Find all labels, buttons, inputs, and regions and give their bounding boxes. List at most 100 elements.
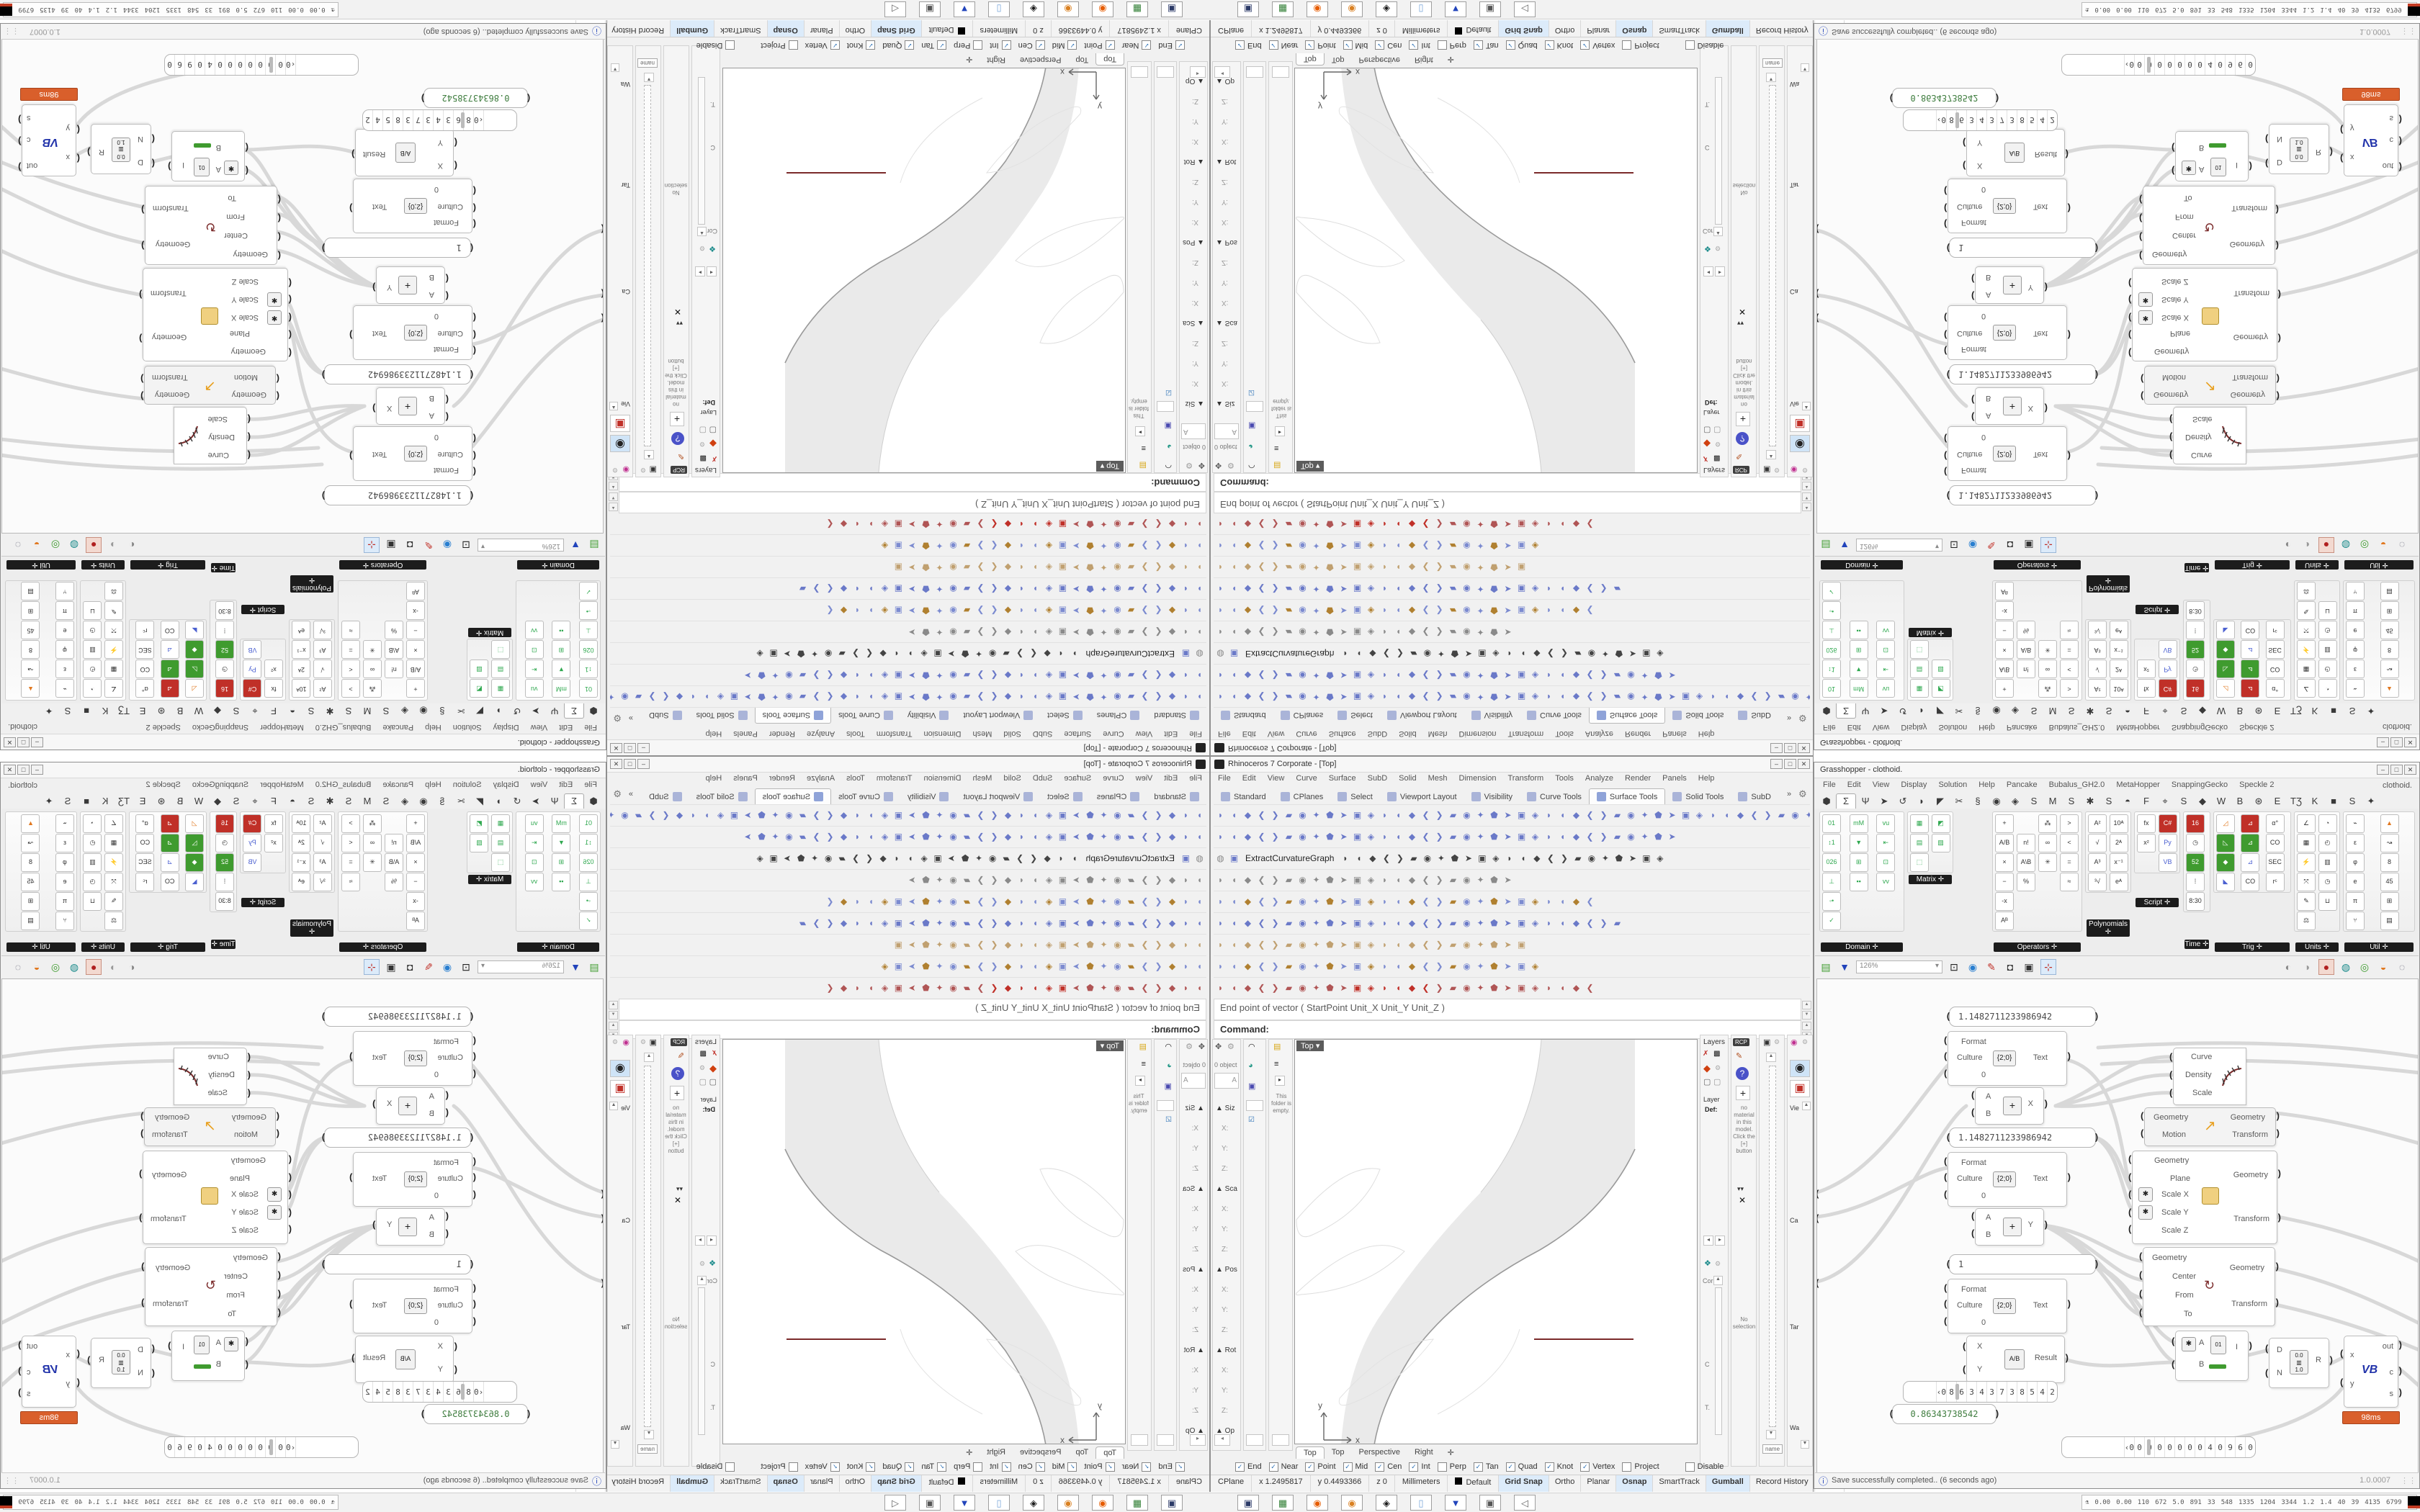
toolbar-icon[interactable]: ❯ bbox=[1764, 809, 1772, 820]
toolbar-icon[interactable]: ◆ bbox=[1408, 939, 1416, 950]
toolbar-icon[interactable]: ➤ bbox=[1340, 809, 1348, 820]
gh-component-icon[interactable]: ◷ bbox=[2186, 834, 2205, 852]
ribbon-panel-label[interactable]: Util ✛ bbox=[2344, 942, 2414, 952]
gear-icon[interactable]: ⚙ bbox=[1802, 1038, 1809, 1045]
toolbar-icon[interactable]: ▰ bbox=[1285, 982, 1293, 993]
toolbar-icon[interactable]: ◆ bbox=[840, 519, 848, 530]
menu-item-edit[interactable]: Edit bbox=[559, 780, 573, 789]
monitor-icon[interactable]: ▣ bbox=[1164, 421, 1172, 430]
gh-component-icon[interactable]: mM bbox=[552, 679, 571, 698]
gh-category-tab[interactable]: ⌖ bbox=[2162, 796, 2168, 806]
toolbar-tab-viewport-layout[interactable]: Viewport Layout bbox=[956, 708, 1041, 723]
toolbar-icon[interactable]: ◗ bbox=[1032, 562, 1039, 573]
taskbar-app-icon[interactable]: ▼ bbox=[954, 1, 975, 17]
toolbar-icon[interactable]: ❮ bbox=[990, 874, 998, 885]
toolbar-icon[interactable]: ⬟ bbox=[1086, 874, 1094, 885]
toolbar-icon[interactable]: ❮ bbox=[826, 982, 834, 993]
name-box[interactable]: name bbox=[1762, 1444, 1783, 1454]
gh-component-icon[interactable]: ⊥ bbox=[1822, 873, 1841, 891]
toolbar-icon[interactable]: ▰ bbox=[963, 960, 971, 971]
gh-component-icon[interactable]: 16 bbox=[215, 814, 234, 833]
toolbar-icon[interactable]: ◆ bbox=[1408, 541, 1416, 552]
toolbar-icon[interactable]: ◆ bbox=[676, 692, 684, 703]
toolbar-icon[interactable]: ✦ bbox=[771, 670, 779, 681]
osnap-point[interactable]: ✓ Point bbox=[1305, 1462, 1336, 1472]
gh-remap-node[interactable]: D N 0.0 ▥ 1.0 R (( ) bbox=[87, 1338, 155, 1388]
property-field[interactable]: ▲ Siz bbox=[1216, 400, 1235, 408]
preview-mode-icon[interactable]: ◎ bbox=[2360, 961, 2370, 973]
pager-right[interactable]: ▸ bbox=[695, 266, 705, 276]
toolbar-icon[interactable]: ◆ bbox=[1408, 670, 1416, 681]
toolbar-icon[interactable]: ◆ bbox=[1168, 519, 1176, 530]
gh-component-icon[interactable]: ∠ bbox=[2297, 679, 2316, 698]
toolbar-tab-solid-tools[interactable]: Solid Tools bbox=[689, 708, 755, 723]
toolbar-tab-solid-tools[interactable]: Solid Tools bbox=[1665, 789, 1731, 804]
toolbar-icon[interactable]: ⬟ bbox=[1451, 649, 1459, 660]
toolbar-icon[interactable]: ◉ bbox=[1113, 809, 1121, 820]
toolbar-icon[interactable]: ◉ bbox=[1113, 692, 1121, 703]
gh-component-icon[interactable]: = bbox=[2060, 853, 2079, 872]
gh-category-tab[interactable]: ➤ bbox=[1880, 706, 1888, 716]
toolbar-icon[interactable]: ◖ bbox=[1395, 960, 1402, 971]
toolbar-icon[interactable]: ◖ bbox=[1520, 852, 1526, 863]
toolbar-icon[interactable]: ◆ bbox=[879, 649, 887, 660]
toolbar-icon[interactable]: ▰ bbox=[1003, 852, 1010, 863]
toolbar-icon[interactable]: ❯ bbox=[1435, 809, 1443, 820]
gh-component-icon[interactable]: ∠ bbox=[104, 814, 123, 833]
sphere-icon[interactable]: ◕ bbox=[1167, 1061, 1172, 1070]
toolbar-icon[interactable]: ⬟ bbox=[922, 584, 930, 595]
toolbar-icon[interactable]: ▰ bbox=[963, 874, 971, 885]
toolbar-icon[interactable]: ◈ bbox=[717, 692, 725, 703]
checkbox-icon[interactable]: ✓ bbox=[866, 40, 876, 50]
expression-icon[interactable]: ✱ bbox=[267, 310, 282, 325]
toolbar-icon[interactable]: ➤ bbox=[1072, 874, 1080, 885]
status-toggle-ortho[interactable]: Ortho bbox=[1549, 1475, 1582, 1492]
sketch-pen-icon[interactable]: ✎ bbox=[424, 961, 433, 973]
toolbar-icon[interactable]: ▰ bbox=[1285, 692, 1293, 703]
gh-component-icon[interactable]: ⁞ bbox=[2186, 873, 2205, 891]
toolbar-icon[interactable]: ❮ bbox=[1030, 649, 1038, 660]
menu-item-render[interactable]: Render bbox=[1625, 729, 1652, 738]
minimize-button[interactable]: – bbox=[2377, 737, 2389, 747]
toolbar-icon[interactable]: ◉ bbox=[1423, 852, 1432, 863]
selection-filter-icon[interactable]: ◌ bbox=[2398, 961, 2406, 973]
gh-component-icon[interactable]: 8 bbox=[2380, 640, 2399, 659]
expression-icon[interactable]: ✱ bbox=[2138, 310, 2153, 325]
gh-category-tab[interactable]: S bbox=[2030, 796, 2038, 806]
toolbar-icon[interactable]: ❮ bbox=[826, 809, 834, 820]
toolbar-icon[interactable]: ▰ bbox=[1127, 960, 1135, 971]
toolbar-icon[interactable]: ❮ bbox=[990, 606, 998, 616]
gh-component-icon[interactable]: Py bbox=[243, 660, 262, 678]
toolbar-tab-subd[interactable]: SubD bbox=[642, 789, 689, 804]
gh-curvature-graph-node[interactable]: Curve Density Scale ((( bbox=[174, 1048, 251, 1105]
minimize-button[interactable]: – bbox=[637, 759, 650, 769]
toolbar-icon[interactable]: ❮ bbox=[990, 670, 998, 681]
toolbar-icon[interactable]: ✦ bbox=[1100, 606, 1108, 616]
tab-overflow-chevron[interactable]: » bbox=[628, 714, 633, 722]
gh-component-icon[interactable]: ✓ bbox=[579, 912, 598, 930]
scroll-up-box[interactable]: ▲ bbox=[697, 1276, 707, 1285]
expand-box[interactable]: ▸ bbox=[1275, 1076, 1285, 1086]
toolbar-icon[interactable]: ❯ bbox=[1435, 519, 1443, 530]
toolbar-icon[interactable]: ◉ bbox=[1299, 692, 1307, 703]
toolbar-tab-surface-tools[interactable]: Surface Tools bbox=[754, 708, 832, 724]
gh-component-icon[interactable]: ▦ bbox=[2297, 660, 2316, 678]
toolbar-icon[interactable]: ▰ bbox=[799, 831, 807, 842]
toolbar-icon[interactable]: ▣ bbox=[1353, 896, 1362, 906]
toolbar-icon[interactable]: ▰ bbox=[1285, 917, 1293, 928]
gh-number-slider[interactable]: ‹0000000040960 bbox=[164, 54, 359, 76]
toolbar-icon[interactable]: ◉ bbox=[1299, 917, 1307, 928]
checkbox-icon[interactable]: ✓ bbox=[1473, 40, 1483, 50]
toolbar-icon[interactable]: ▣ bbox=[1353, 982, 1362, 993]
status-toggle-smarttrack[interactable]: SmartTrack bbox=[1653, 20, 1706, 37]
checkbox-icon[interactable]: ✓ bbox=[1305, 40, 1315, 50]
property-field[interactable]: ▲ Sca bbox=[1216, 319, 1237, 327]
toolbar-icon[interactable]: ✦ bbox=[1476, 606, 1484, 616]
toolbar-icon[interactable]: ◖ bbox=[1183, 670, 1189, 681]
toolbar-icon[interactable]: ◆ bbox=[1408, 562, 1416, 573]
toolbar-icon[interactable]: ❯ bbox=[1600, 917, 1608, 928]
toolbar-icon[interactable]: ◆ bbox=[1168, 874, 1176, 885]
toolbar-icon[interactable]: ❮ bbox=[1258, 831, 1265, 842]
toolbar-icon[interactable]: ◈ bbox=[1045, 874, 1053, 885]
toolbar-icon[interactable]: ◖ bbox=[1724, 692, 1730, 703]
